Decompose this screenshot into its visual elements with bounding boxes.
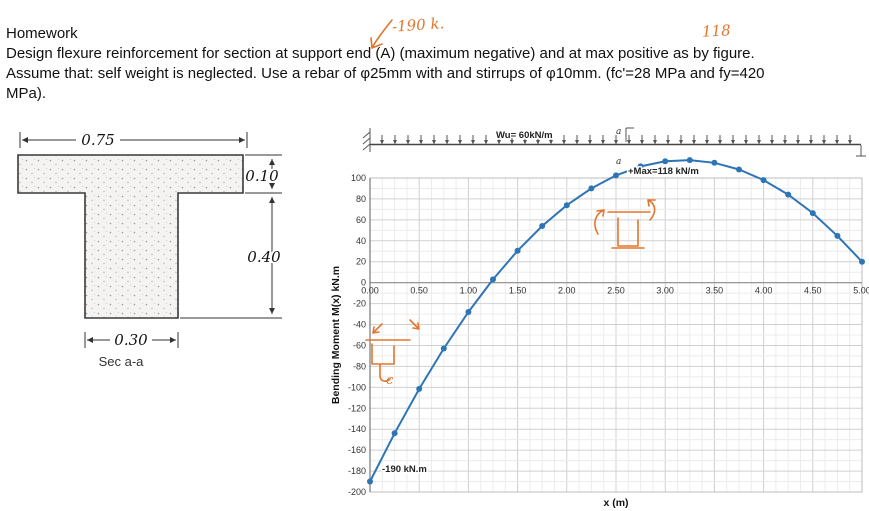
statement-line-1: Design flexure reinforcement for section… xyxy=(6,45,755,62)
t-section-figure: 0.75 0.10 0.40 0.30 Sec a-a xyxy=(17,129,283,369)
svg-text:0.50: 0.50 xyxy=(410,286,428,296)
svg-text:-120: -120 xyxy=(348,403,366,413)
flange-thickness-label: 0.10 xyxy=(245,167,279,185)
svg-text:40: 40 xyxy=(356,236,366,246)
web-height-label: 0.40 xyxy=(247,248,281,266)
min-moment-label: -190 kN.m xyxy=(382,464,427,475)
handwritten-sketch-max xyxy=(594,199,656,249)
homework-title: Homework xyxy=(6,25,78,42)
section-mark-bottom: a xyxy=(616,157,621,167)
handwritten-letter-c: c xyxy=(386,373,394,388)
svg-text:-60: -60 xyxy=(353,340,366,350)
svg-text:0.00: 0.00 xyxy=(361,286,379,296)
dimension-web-height xyxy=(180,197,282,319)
svg-text:-140: -140 xyxy=(348,424,366,434)
svg-text:4.50: 4.50 xyxy=(804,286,822,296)
statement-line-2: Assume that: self weight is neglected. U… xyxy=(6,65,765,82)
svg-text:3.00: 3.00 xyxy=(656,286,674,296)
chart-tick-labels: 100 80 60 40 20 0 -20 -40 -60 -80 -100 -120 -140 -160… xyxy=(348,173,869,497)
svg-text:1.00: 1.00 xyxy=(460,286,478,296)
svg-text:-180: -180 xyxy=(348,466,366,476)
dimension-flange-thickness xyxy=(245,154,282,194)
svg-text:3.50: 3.50 xyxy=(706,286,724,296)
top-width-label: 0.75 xyxy=(81,131,114,149)
handwritten-arrow xyxy=(370,19,393,49)
dimension-top-width xyxy=(19,132,248,148)
handwritten-sketch-support: c xyxy=(365,319,420,388)
max-moment-label: +Max=118 kN/m xyxy=(628,166,699,177)
svg-text:60: 60 xyxy=(356,215,366,225)
section-mark-top: a xyxy=(616,127,621,137)
t-section-outline xyxy=(17,154,244,319)
svg-text:20: 20 xyxy=(356,257,366,267)
left-support xyxy=(362,128,371,152)
svg-text:80: 80 xyxy=(356,194,366,204)
svg-text:-160: -160 xyxy=(348,445,366,455)
chart-grid xyxy=(369,177,863,493)
svg-text:100: 100 xyxy=(351,173,366,183)
handwritten-number-note: 118 xyxy=(701,21,732,41)
handwritten-moment-note: -190 k. xyxy=(391,14,445,36)
bending-moment-chart: 100 80 60 40 20 0 -20 -40 -60 -80 -100 -120 -140 -160… xyxy=(330,127,869,509)
moment-curve xyxy=(367,157,865,485)
svg-text:4.00: 4.00 xyxy=(755,286,773,296)
web-width-label: 0.30 xyxy=(114,331,148,349)
load-label: Wu= 60kN/m xyxy=(496,130,553,141)
chart-axes xyxy=(369,178,862,492)
section-caption: Sec a-a xyxy=(99,354,145,369)
svg-text:2.50: 2.50 xyxy=(607,286,625,296)
x-axis-label: x (m) xyxy=(603,497,628,509)
svg-text:-200: -200 xyxy=(348,487,366,497)
svg-text:2.00: 2.00 xyxy=(558,286,576,296)
y-axis-label: Bending Moment M(x) kN.m xyxy=(330,266,342,404)
svg-text:5.00: 5.00 xyxy=(853,286,869,296)
problem-statement: Homework Design flexure reinforcement fo… xyxy=(6,24,846,104)
statement-line-3: MPa). xyxy=(6,85,47,102)
distributed-load-arrows xyxy=(380,135,852,145)
right-support xyxy=(856,145,866,157)
svg-text:1.50: 1.50 xyxy=(509,286,527,296)
svg-text:0: 0 xyxy=(361,278,366,288)
beam-diagram: a a Wu= 60kN/m xyxy=(362,127,866,167)
svg-text:-100: -100 xyxy=(348,382,366,392)
svg-text:-20: -20 xyxy=(353,299,366,309)
svg-text:-40: -40 xyxy=(353,320,366,330)
dimension-web-width xyxy=(84,332,179,348)
section-cut-mark xyxy=(625,127,634,142)
svg-text:-80: -80 xyxy=(353,361,366,371)
